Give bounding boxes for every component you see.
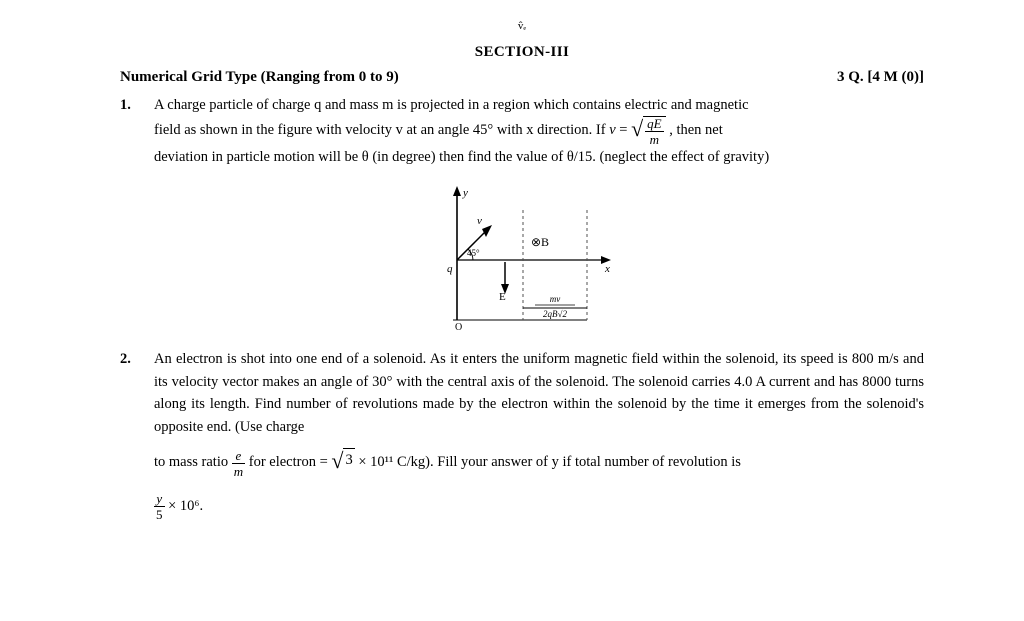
top-correction-symbol: v̂ₑ <box>120 18 924 35</box>
q2-sqrt-val: 3 <box>343 448 354 471</box>
q2-p1: An electron is shot into one end of a so… <box>154 351 924 434</box>
q1-sqrt-expr: √ qE m <box>631 116 666 146</box>
question-2: 2. An electron is shot into one end of a… <box>120 348 924 520</box>
q1-number: 1. <box>120 94 154 116</box>
fig-v-label: v <box>477 215 482 227</box>
fig-width-den: 2qB√2 <box>543 309 567 319</box>
q1-body: A charge particle of charge q and mass m… <box>154 94 924 169</box>
fig-q-label: q <box>447 263 453 275</box>
q1-line2a: field as shown in the figure with veloci… <box>154 122 609 138</box>
sqrt-icon2: √ <box>331 450 343 473</box>
q1-line2b: , then net <box>669 122 723 138</box>
q1-figure: y x v 45° q E ⊗B mv 2qB√2 O <box>120 180 924 330</box>
fig-x-label: x <box>604 263 610 275</box>
sqrt-icon: √ <box>631 118 643 148</box>
q1-frac-den: m <box>645 132 663 146</box>
marks-label: 3 Q. [4 M (0)] <box>837 66 924 89</box>
q2-p3-num: y <box>154 492 165 507</box>
type-marks-row: Numerical Grid Type (Ranging from 0 to 9… <box>120 66 924 89</box>
fig-b-label: ⊗B <box>531 235 549 249</box>
q2-body: An electron is shot into one end of a so… <box>154 348 924 520</box>
q2-number: 2. <box>120 348 154 370</box>
q1-line3: deviation in particle motion will be θ (… <box>154 149 769 165</box>
q2-em-frac: e m <box>232 449 245 478</box>
fig-width-num: mv <box>550 294 561 304</box>
q2-p3-den: 5 <box>154 507 165 521</box>
fig-origin: O <box>455 322 462 330</box>
type-label: Numerical Grid Type (Ranging from 0 to 9… <box>120 66 399 89</box>
q2-frac-den: m <box>232 464 245 478</box>
q1-frac-num: qE <box>645 117 663 132</box>
fig-angle-label: 45° <box>467 248 480 258</box>
q1-figure-svg: y x v 45° q E ⊗B mv 2qB√2 O <box>427 180 617 330</box>
fig-y-label: y <box>462 187 468 199</box>
fig-e-label: E <box>499 291 506 303</box>
q2-p2b: for electron = <box>249 454 332 470</box>
q2-p2c: × 10¹¹ C/kg). Fill your answer of y if t… <box>358 454 741 470</box>
q1-equals: = <box>616 122 631 138</box>
q1-frac: qE m <box>645 117 663 146</box>
section-title: SECTION-III <box>120 41 924 64</box>
q2-p2a: to mass ratio <box>154 454 232 470</box>
q2-ans-frac: y 5 <box>154 492 165 521</box>
q2-frac-num: e <box>232 449 245 464</box>
q2-sqrt: √ 3 <box>331 448 354 471</box>
question-1: 1. A charge particle of charge q and mas… <box>120 94 924 169</box>
q2-p3b: × 10⁶. <box>168 497 203 513</box>
q1-line1: A charge particle of charge q and mass m… <box>154 97 749 113</box>
